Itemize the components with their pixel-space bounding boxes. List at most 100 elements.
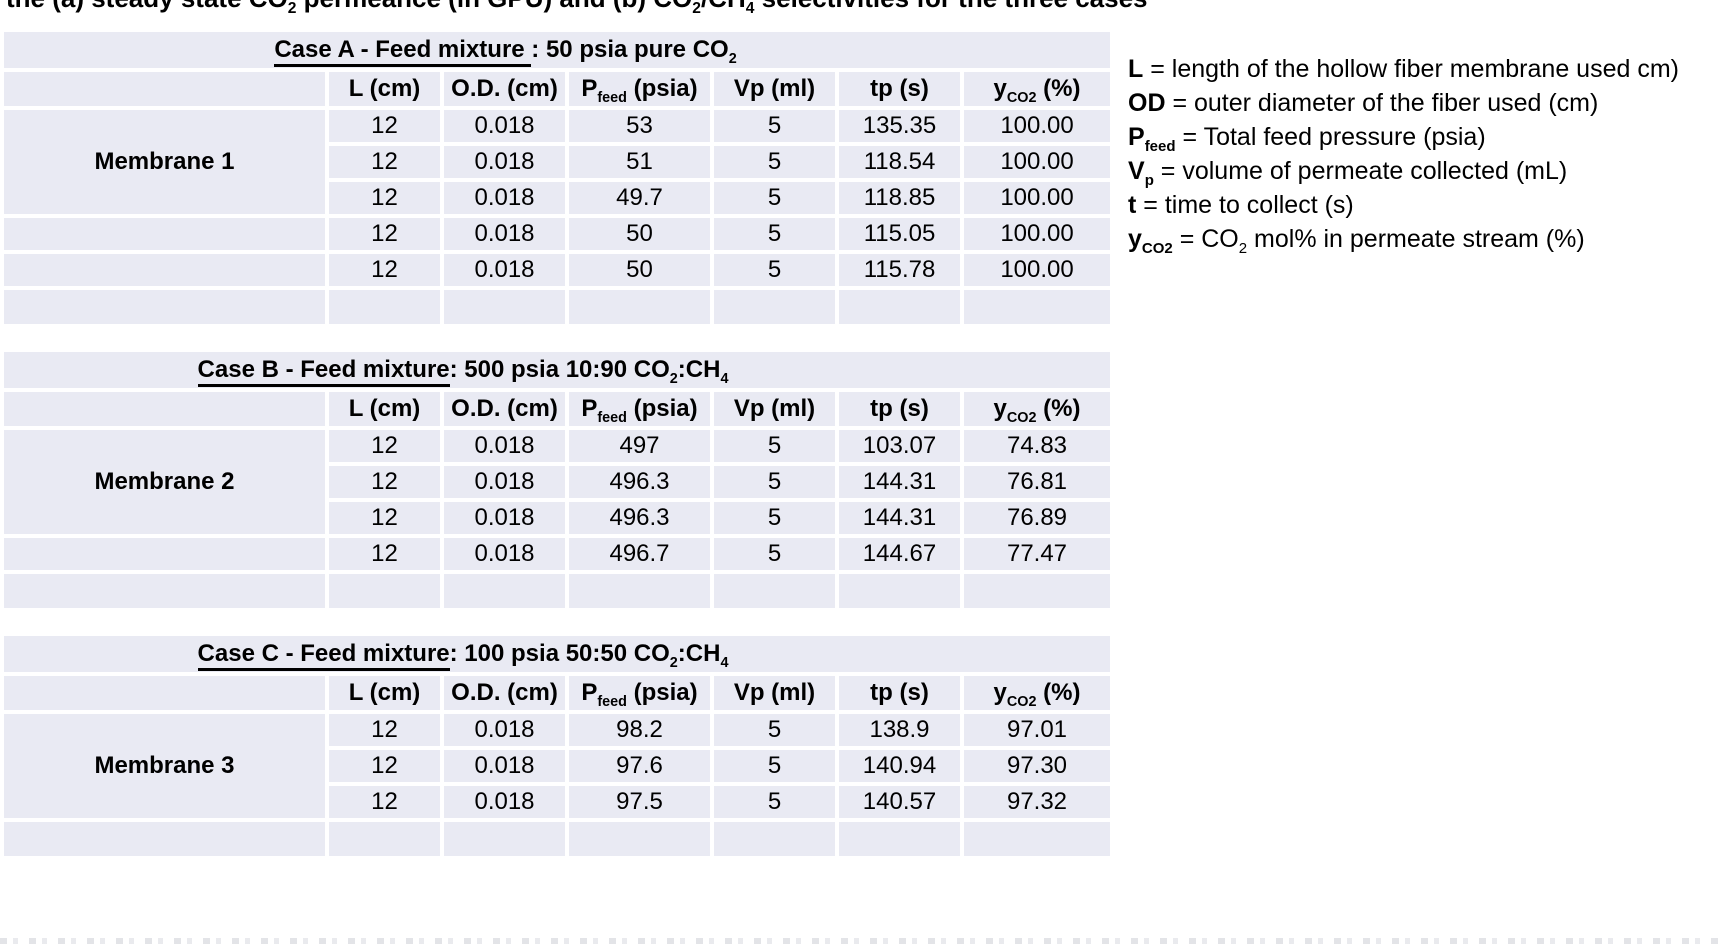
column-header-od: O.D. (cm) xyxy=(440,672,569,714)
cell: 97.5 xyxy=(565,782,714,822)
empty-cell xyxy=(325,818,444,860)
caption-part: selectivities for the three cases xyxy=(754,0,1148,13)
cell: 118.54 xyxy=(835,142,964,182)
cell: 496.7 xyxy=(565,534,714,574)
title-row: Case A - Feed mixture : 50 psia pure CO2 xyxy=(0,28,1115,72)
table-row: 12 0.018 50 5 115.78 100.00 xyxy=(0,250,1115,290)
header-sub: CO2 xyxy=(1006,693,1037,710)
case-b-table: Case B - Feed mixture: 500 psia 10:90 CO… xyxy=(0,348,1114,612)
cell: 5 xyxy=(710,214,839,254)
case-title-sub: 2 xyxy=(669,654,678,671)
cell: 100.00 xyxy=(959,250,1115,290)
empty-label-cell xyxy=(0,214,329,254)
caption-sub: 4 xyxy=(745,0,755,15)
cell: 0.018 xyxy=(440,782,569,822)
header-text: O.D. (cm) xyxy=(451,75,558,102)
caption-sub: 2 xyxy=(287,0,297,15)
column-header-pfeed: Pfeed (psia) xyxy=(565,68,714,110)
cell: 12 xyxy=(325,462,444,502)
cell: 496.3 xyxy=(565,462,714,502)
empty-cell xyxy=(565,570,714,612)
cell: 100.00 xyxy=(959,214,1115,254)
legend-symbol-sub: feed xyxy=(1144,138,1176,155)
empty-cell xyxy=(440,286,569,328)
cutoff-text-bottom xyxy=(0,938,1720,944)
caption-part: permeance (in GPU) and (b) CO xyxy=(296,0,693,13)
cell: 5 xyxy=(710,142,839,182)
cell: 100.00 xyxy=(959,106,1115,146)
header-text: y xyxy=(993,395,1007,422)
cell: 0.018 xyxy=(440,250,569,290)
column-header-yco2: yCO2 (%) xyxy=(960,672,1114,714)
cell: 12 xyxy=(325,178,444,218)
cell: 50 xyxy=(565,250,714,290)
cell: 12 xyxy=(325,214,444,254)
column-header-pfeed: Pfeed (psia) xyxy=(565,672,714,714)
empty-cell xyxy=(835,818,964,860)
case-title-sub: 2 xyxy=(728,50,737,67)
case-title-text: : 100 psia 50:50 CO xyxy=(449,640,670,667)
header-sub: feed xyxy=(597,409,627,426)
header-text: y xyxy=(993,75,1007,102)
legend-symbol: t xyxy=(1128,191,1137,219)
cell: 50 xyxy=(565,214,714,254)
cell: 0.018 xyxy=(440,106,569,146)
header-text: (psia) xyxy=(626,679,698,706)
cell: 100.00 xyxy=(959,178,1115,218)
legend-symbol: y xyxy=(1128,225,1142,253)
cell: 53 xyxy=(565,106,714,146)
cell: 98.2 xyxy=(565,710,714,750)
legend-text: = Total feed pressure (psia) xyxy=(1175,123,1486,151)
caption-text: the (a) steady state CO2 permeance (in G… xyxy=(0,0,1160,15)
cell: 12 xyxy=(325,746,444,786)
variable-legend: L = length of the hollow fiber membrane … xyxy=(1128,52,1679,256)
header-text: (%) xyxy=(1036,395,1081,422)
legend-text: = length of the hollow fiber membrane us… xyxy=(1143,55,1679,83)
column-header-tp: tp (s) xyxy=(835,388,964,430)
cell: 5 xyxy=(710,250,839,290)
case-title-underlined: Case A - Feed mixture xyxy=(274,36,532,66)
table-row: 12 0.018 97.6 5 140.94 97.30 xyxy=(2,746,1114,786)
cell: 5 xyxy=(710,426,839,466)
title-row: Case B - Feed mixture: 500 psia 10:90 CO… xyxy=(0,348,1114,392)
legend-symbol-sub: p xyxy=(1144,172,1154,189)
cell: 12 xyxy=(325,498,444,538)
empty-label-cell xyxy=(0,388,329,430)
cell: 76.89 xyxy=(960,498,1114,538)
membrane-3-label: Membrane 3 xyxy=(0,710,329,822)
cell: 5 xyxy=(710,782,839,822)
table-row: 12 0.018 496.3 5 144.31 76.89 xyxy=(2,498,1114,538)
empty-cell xyxy=(835,286,964,328)
column-header-L: L (cm) xyxy=(325,68,444,110)
case-a-title: Case A - Feed mixture : 50 psia pure CO2 xyxy=(0,28,1115,72)
cell: 12 xyxy=(325,426,444,466)
legend-text: mol% in permeate stream (%) xyxy=(1247,225,1585,253)
cell: 140.94 xyxy=(835,746,964,786)
legend-text: = volume of permeate collected (mL) xyxy=(1153,157,1568,185)
cell: 77.47 xyxy=(960,534,1114,574)
cell: 103.07 xyxy=(835,426,964,466)
empty-row xyxy=(0,818,1114,860)
cell: 12 xyxy=(325,142,444,182)
legend-symbol: L xyxy=(1128,55,1144,83)
empty-cell xyxy=(835,570,964,612)
header-text: (%) xyxy=(1036,679,1081,706)
header-text: (psia) xyxy=(626,395,698,422)
header-text: P xyxy=(581,75,598,102)
case-title-text: :CH xyxy=(677,356,721,383)
table-row: 12 0.018 97.5 5 140.57 97.32 xyxy=(2,782,1114,822)
cell: 497 xyxy=(565,426,714,466)
legend-symbol: P xyxy=(1128,123,1145,151)
cell: 74.83 xyxy=(960,426,1114,466)
empty-row xyxy=(0,570,1114,612)
header-text: Vp (ml) xyxy=(733,75,816,102)
empty-cell xyxy=(440,818,569,860)
header-sub: feed xyxy=(597,89,627,106)
cell: 0.018 xyxy=(440,462,569,502)
header-text: L (cm) xyxy=(348,679,421,706)
cell: 100.00 xyxy=(959,142,1115,182)
cell: 496.3 xyxy=(565,498,714,538)
cell: 0.018 xyxy=(440,710,569,750)
table-row: 12 0.018 496.7 5 144.67 77.47 xyxy=(0,534,1114,574)
case-title-underlined: Case B - Feed mixture xyxy=(197,356,450,386)
